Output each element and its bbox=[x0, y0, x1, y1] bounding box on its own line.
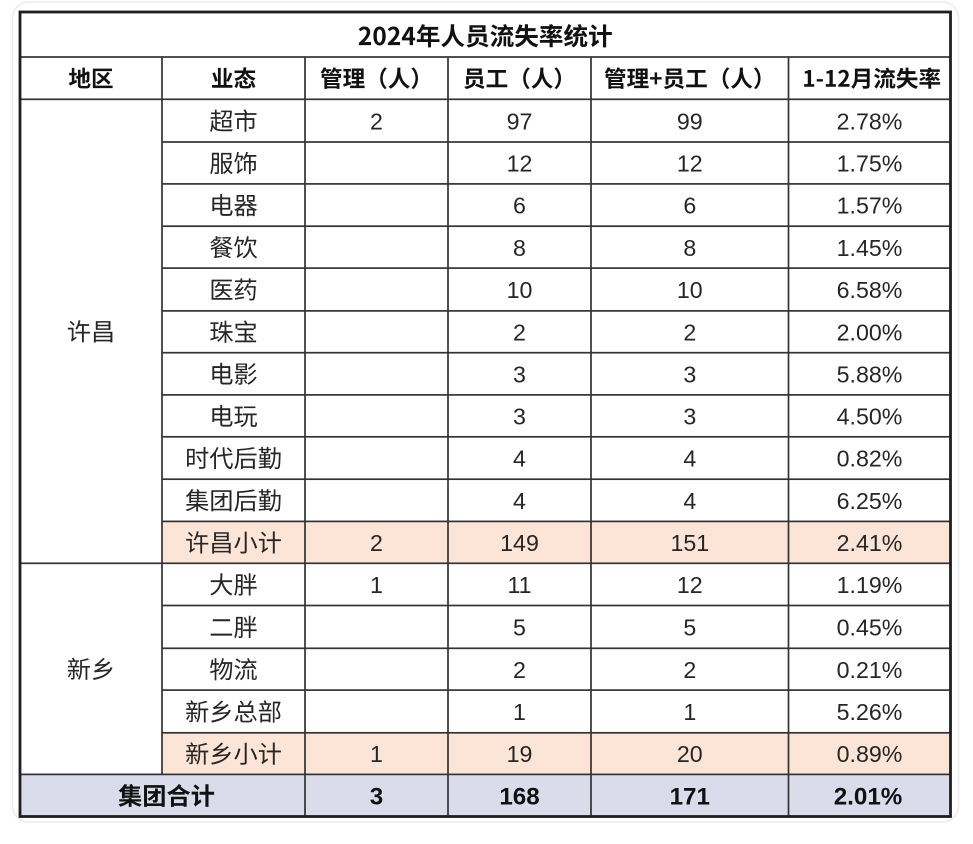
svg-text:0.89%: 0.89% bbox=[837, 741, 903, 767]
svg-text:2: 2 bbox=[513, 319, 526, 345]
svg-text:2.01%: 2.01% bbox=[834, 784, 903, 811]
svg-text:19: 19 bbox=[507, 741, 533, 767]
svg-text:6.58%: 6.58% bbox=[837, 277, 903, 303]
svg-text:149: 149 bbox=[500, 530, 539, 556]
svg-text:0.82%: 0.82% bbox=[837, 446, 903, 472]
svg-text:3: 3 bbox=[683, 404, 696, 430]
svg-text:1: 1 bbox=[370, 741, 383, 767]
svg-text:4.50%: 4.50% bbox=[837, 404, 903, 430]
svg-text:2.00%: 2.00% bbox=[837, 319, 903, 345]
svg-text:97: 97 bbox=[507, 108, 533, 134]
svg-text:5: 5 bbox=[683, 615, 696, 641]
svg-text:10: 10 bbox=[507, 277, 533, 303]
svg-text:2: 2 bbox=[683, 657, 696, 683]
svg-text:1.19%: 1.19% bbox=[837, 572, 903, 598]
svg-text:11: 11 bbox=[507, 572, 531, 598]
svg-text:12: 12 bbox=[507, 151, 533, 177]
svg-text:1.75%: 1.75% bbox=[837, 151, 903, 177]
svg-text:5.88%: 5.88% bbox=[837, 361, 903, 387]
svg-text:0.45%: 0.45% bbox=[837, 615, 903, 641]
svg-text:168: 168 bbox=[499, 784, 539, 811]
svg-text:5: 5 bbox=[513, 615, 526, 641]
svg-text:6: 6 bbox=[513, 193, 526, 219]
svg-text:4: 4 bbox=[683, 446, 696, 472]
svg-text:2.41%: 2.41% bbox=[837, 530, 903, 556]
svg-text:5.26%: 5.26% bbox=[837, 699, 903, 725]
svg-text:99: 99 bbox=[677, 108, 703, 134]
svg-text:6: 6 bbox=[683, 193, 696, 219]
svg-text:10: 10 bbox=[677, 277, 703, 303]
svg-text:3: 3 bbox=[683, 361, 696, 387]
svg-text:6.25%: 6.25% bbox=[837, 488, 903, 514]
svg-text:3: 3 bbox=[513, 404, 526, 430]
svg-text:12: 12 bbox=[677, 151, 703, 177]
svg-text:2: 2 bbox=[683, 319, 696, 345]
svg-text:4: 4 bbox=[513, 446, 526, 472]
svg-text:12: 12 bbox=[677, 572, 703, 598]
svg-text:8: 8 bbox=[683, 235, 696, 261]
svg-text:2.78%: 2.78% bbox=[837, 108, 903, 134]
svg-text:0.21%: 0.21% bbox=[837, 657, 903, 683]
svg-text:151: 151 bbox=[670, 530, 709, 556]
svg-text:2: 2 bbox=[370, 108, 383, 134]
svg-text:1.57%: 1.57% bbox=[837, 193, 903, 219]
svg-text:1.45%: 1.45% bbox=[837, 235, 903, 261]
svg-text:2: 2 bbox=[513, 657, 526, 683]
svg-text:3: 3 bbox=[513, 361, 526, 387]
svg-text:20: 20 bbox=[677, 741, 703, 767]
svg-text:171: 171 bbox=[670, 784, 710, 811]
svg-text:1: 1 bbox=[683, 699, 696, 725]
svg-text:2: 2 bbox=[370, 530, 383, 556]
svg-text:4: 4 bbox=[513, 488, 526, 514]
svg-text:1: 1 bbox=[513, 699, 526, 725]
svg-text:1: 1 bbox=[370, 572, 383, 598]
svg-text:4: 4 bbox=[683, 488, 696, 514]
svg-text:8: 8 bbox=[513, 235, 526, 261]
svg-text:3: 3 bbox=[370, 784, 383, 811]
